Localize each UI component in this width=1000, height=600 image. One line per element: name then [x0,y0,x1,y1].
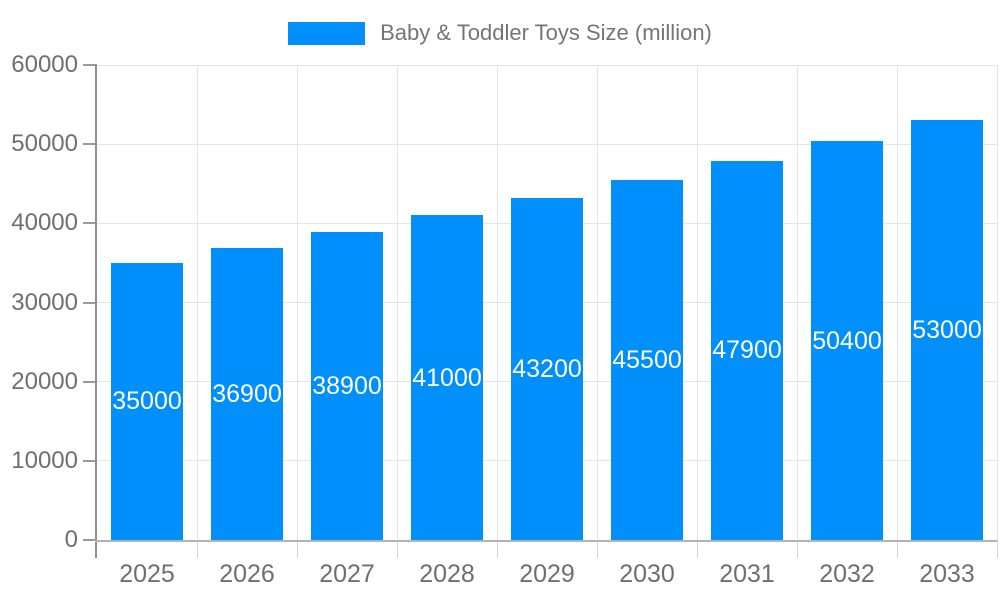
y-axis-label: 0 [64,526,78,553]
x-axis-label: 2027 [319,560,375,588]
y-tick [83,301,97,304]
bar[interactable] [911,120,983,540]
x-axis-label: 2025 [119,560,175,588]
bar[interactable] [111,262,183,540]
x-gridline [196,65,198,540]
x-gridline [896,65,898,540]
x-tick [596,540,598,558]
legend[interactable]: Baby & Toddler Toys Size (million) [0,20,1000,46]
bar[interactable] [611,179,683,540]
x-tick [796,540,798,558]
x-tick [296,540,298,558]
bar[interactable] [811,141,883,540]
x-gridline [496,65,498,540]
bar[interactable] [311,232,383,540]
x-tick [496,540,498,558]
y-axis-label: 60000 [11,51,78,78]
x-gridline [396,65,398,540]
x-gridline [296,65,298,540]
bar[interactable] [711,160,783,540]
x-axis-label: 2032 [819,560,875,588]
y-tick [83,539,97,541]
y-tick [83,64,97,66]
x-axis-label: 2033 [919,560,975,588]
bar-value-label: 35000 [112,387,182,416]
y-tick [83,222,97,225]
x-gridline [596,65,598,540]
y-axis-label: 10000 [11,446,78,474]
x-gridline [796,65,798,540]
bar-value-label: 38900 [312,372,382,401]
x-axis-label: 2026 [219,560,275,588]
x-tick [196,540,198,558]
x-axis-label: 2031 [719,560,775,588]
bar-value-label: 50400 [812,326,882,355]
x-tick [696,540,698,558]
x-axis-label: 2029 [519,560,575,588]
legend-swatch [288,21,366,45]
x-tick [396,540,398,558]
bar[interactable] [411,215,483,540]
bar-value-label: 41000 [412,363,482,392]
x-tick [996,540,998,558]
y-axis-label: 50000 [11,130,78,158]
x-axis-label: 2030 [619,560,675,588]
bar-value-label: 45500 [612,345,682,374]
x-gridline [996,65,998,540]
x-axis-line [95,540,997,542]
y-axis-label: 30000 [11,288,78,316]
bar[interactable] [211,247,283,540]
bar-value-label: 43200 [512,355,582,383]
y-gridline [97,143,997,145]
y-tick [83,459,97,462]
legend-label: Baby & Toddler Toys Size (million) [380,20,712,45]
bar[interactable] [511,198,583,540]
bar-value-label: 36900 [212,379,282,408]
x-tick [896,540,898,558]
x-gridline [696,65,698,540]
bar-value-label: 53000 [912,316,982,345]
bar-value-label: 47900 [712,336,782,365]
y-gridline [97,64,997,66]
y-tick [83,143,97,146]
y-axis-label: 40000 [11,209,78,237]
x-axis-label: 2028 [419,560,475,588]
y-tick [83,380,97,383]
y-axis-label: 20000 [11,367,78,395]
y-axis-line [95,65,97,558]
